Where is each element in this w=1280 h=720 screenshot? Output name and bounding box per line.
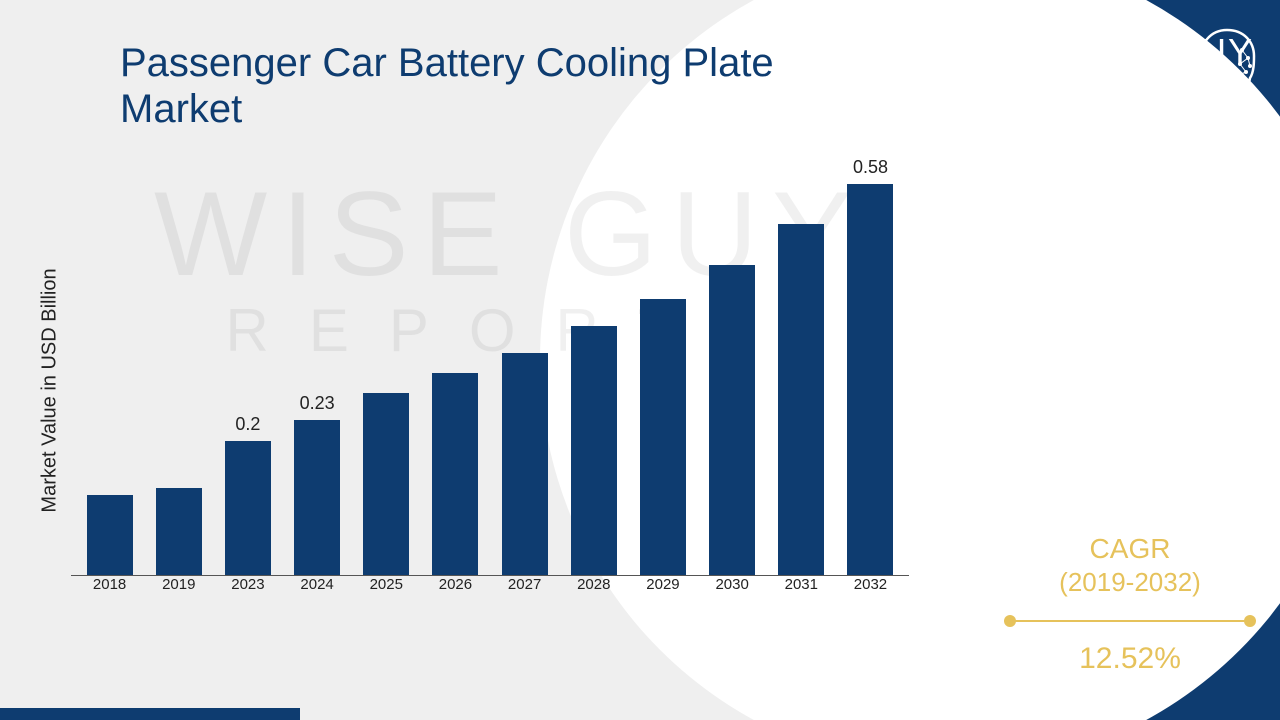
bar	[156, 488, 202, 576]
footer-stripe	[0, 708, 300, 720]
cagr-label: CAGR	[1000, 533, 1260, 565]
bar-slot	[421, 373, 490, 576]
bars-container: 0.20.230.58	[75, 170, 905, 576]
x-tick-label: 2018	[75, 576, 144, 600]
bar	[432, 373, 478, 576]
bar	[847, 184, 893, 576]
x-tick-label: 2030	[698, 576, 767, 600]
bar-slot: 0.2	[213, 441, 282, 576]
chart-title: Passenger Car Battery Cooling Plate Mark…	[120, 40, 840, 132]
cagr-value: 12.52%	[1000, 642, 1260, 676]
cagr-block: CAGR (2019-2032) 12.52%	[1000, 533, 1260, 676]
bar	[294, 420, 340, 576]
x-tick-label: 2029	[628, 576, 697, 600]
x-tick-label: 2028	[559, 576, 628, 600]
bar	[778, 224, 824, 576]
bar-value-label: 0.58	[853, 157, 888, 178]
x-tick-label: 2027	[490, 576, 559, 600]
bar-value-label: 0.23	[300, 393, 335, 414]
x-tick-label: 2025	[352, 576, 421, 600]
bar-slot	[559, 326, 628, 576]
x-tick-label: 2031	[767, 576, 836, 600]
x-tick-label: 2026	[421, 576, 490, 600]
x-tick-label: 2023	[213, 576, 282, 600]
bar	[640, 299, 686, 576]
bar	[87, 495, 133, 576]
x-axis-labels: 2018201920232024202520262027202820292030…	[75, 576, 905, 600]
bar-slot	[144, 488, 213, 576]
bar-slot: 0.58	[836, 184, 905, 576]
bar-slot: 0.23	[283, 420, 352, 576]
bar	[363, 393, 409, 576]
bar-chart: 0.20.230.58 2018201920232024202520262027…	[75, 170, 905, 600]
y-axis-label: Market Value in USD Billion	[38, 180, 62, 600]
brand-name: WISE GUY	[986, 34, 1254, 70]
cagr-divider	[1010, 620, 1250, 622]
bar-slot	[352, 393, 421, 576]
bar	[571, 326, 617, 576]
bar-slot	[628, 299, 697, 576]
sidebar: WISE GUY REPORTS CAGR (2019-2032) 12.52%	[960, 0, 1280, 720]
bar	[225, 441, 271, 576]
cagr-range: (2019-2032)	[1000, 567, 1260, 598]
bar-slot	[75, 495, 144, 576]
bar	[709, 265, 755, 576]
bar-slot	[698, 265, 767, 576]
bar-slot	[767, 224, 836, 576]
x-tick-label: 2019	[144, 576, 213, 600]
x-tick-label: 2032	[836, 576, 905, 600]
x-tick-label: 2024	[283, 576, 352, 600]
brand-subname: REPORTS	[986, 72, 1254, 89]
brand-logo: WISE GUY REPORTS	[986, 34, 1254, 89]
bar-value-label: 0.2	[235, 414, 260, 435]
bar-slot	[490, 353, 559, 576]
bar	[502, 353, 548, 576]
